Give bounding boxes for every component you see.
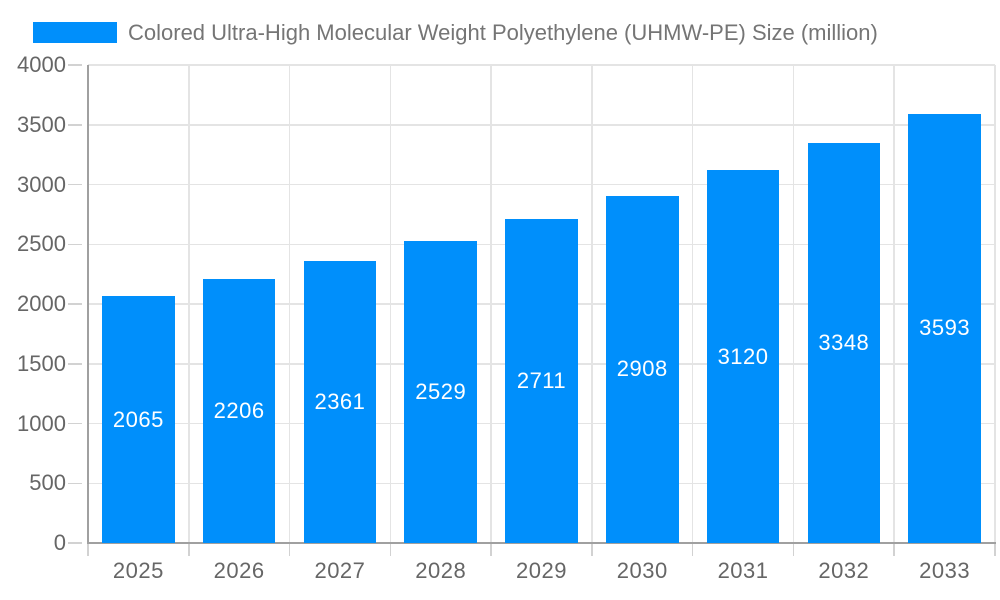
gridline-horizontal <box>88 64 995 66</box>
x-axis-tick-label: 2026 <box>213 558 265 583</box>
x-axis-tick <box>490 543 492 556</box>
y-axis-tick-label: 0 <box>53 530 66 555</box>
gridline-vertical <box>792 65 795 543</box>
y-axis-tick-label: 4000 <box>17 52 66 77</box>
x-axis-tick-label: 2033 <box>919 558 971 583</box>
y-axis-tick-label: 2000 <box>17 291 66 316</box>
x-axis-tick <box>591 543 593 556</box>
y-axis-tick-label: 2500 <box>17 231 66 257</box>
x-axis-tick-label: 2025 <box>112 558 164 583</box>
bar[interactable]: 2065 <box>102 296 175 543</box>
bar-value-label: 2361 <box>314 388 366 414</box>
bar-value-label: 3348 <box>818 329 870 355</box>
x-axis-tick <box>893 543 895 556</box>
y-axis-tick <box>68 303 82 305</box>
gridline-vertical <box>893 65 895 543</box>
x-axis-tick-label: 2027 <box>314 558 366 583</box>
x-axis-tick <box>188 543 190 556</box>
x-axis-tick-label: 2030 <box>616 558 668 583</box>
bar-value-label: 2711 <box>516 368 567 394</box>
chart-legend[interactable]: Colored Ultra-High Molecular Weight Poly… <box>33 20 878 45</box>
gridline-vertical <box>288 65 291 543</box>
gridline-vertical <box>188 65 190 543</box>
y-axis-tick <box>68 482 82 484</box>
x-axis-tick-label: 2029 <box>516 558 567 583</box>
bar-value-label: 2206 <box>213 398 265 424</box>
x-axis-tick-label: 2028 <box>415 558 467 583</box>
bar[interactable]: 3593 <box>908 113 981 543</box>
bar[interactable]: 3348 <box>807 142 881 543</box>
y-axis-tick-label: 1000 <box>17 410 66 436</box>
legend-swatch <box>33 22 117 43</box>
gridline-vertical <box>389 65 392 543</box>
bar-value-label: 2529 <box>415 378 467 404</box>
y-axis-tick <box>68 243 82 245</box>
y-axis-tick-label: 3000 <box>17 171 66 197</box>
x-axis-tick <box>288 543 291 556</box>
bar-value-label: 3593 <box>919 315 971 341</box>
legend-label: Colored Ultra-High Molecular Weight Poly… <box>128 19 878 45</box>
bar-value-label: 3120 <box>717 343 769 369</box>
y-axis-line <box>87 65 89 543</box>
plot-area: 2065 2206 2361 2529 2711 2908 3120 3348 3593 <box>68 64 996 556</box>
x-axis-tick <box>389 543 392 556</box>
gridline-vertical <box>490 65 492 543</box>
x-axis-tick <box>994 543 996 556</box>
y-axis-tick <box>68 422 82 425</box>
y-axis-tick-label: 500 <box>29 470 66 496</box>
bar[interactable]: 3120 <box>706 170 780 543</box>
bar[interactable]: 2361 <box>303 260 377 543</box>
y-axis-tick <box>68 124 82 126</box>
x-axis-tick <box>691 543 694 556</box>
gridline-vertical <box>691 65 694 543</box>
bar[interactable]: 2206 <box>202 279 276 543</box>
y-axis-tick-label: 3500 <box>17 111 66 137</box>
y-axis-tick <box>68 363 82 365</box>
x-axis-tick <box>792 543 795 556</box>
y-axis-tick-label: 1500 <box>17 350 66 376</box>
bar[interactable]: 2908 <box>605 195 679 543</box>
x-axis-tick-label: 2031 <box>717 558 769 583</box>
bar-value-label: 2065 <box>112 406 164 432</box>
bar[interactable]: 2529 <box>404 240 477 543</box>
y-axis-tick <box>68 542 82 544</box>
y-axis-tick <box>68 183 82 186</box>
bar[interactable]: 2711 <box>505 219 578 543</box>
bar-value-label: 2908 <box>616 356 668 382</box>
x-axis-tick <box>87 543 89 556</box>
gridline-vertical <box>591 65 593 543</box>
gridline-horizontal <box>88 124 995 126</box>
gridline-vertical <box>994 65 996 543</box>
x-axis-tick-label: 2032 <box>818 558 870 583</box>
y-axis-tick <box>68 64 82 66</box>
